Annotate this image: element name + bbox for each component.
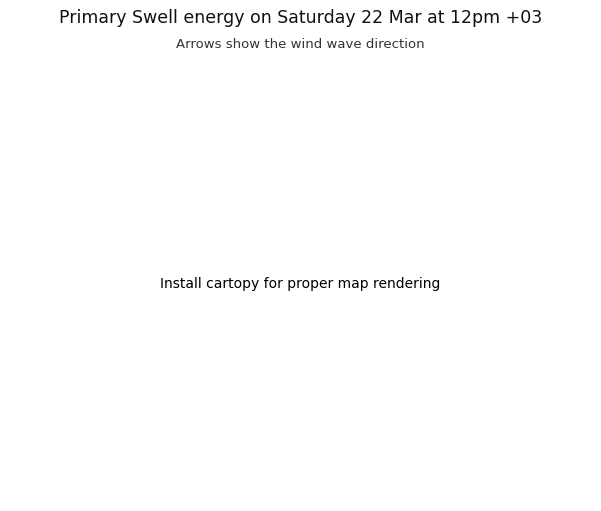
Text: Install cartopy for proper map rendering: Install cartopy for proper map rendering (160, 277, 441, 291)
Text: Arrows show the wind wave direction: Arrows show the wind wave direction (176, 38, 425, 51)
Text: Primary Swell energy on Saturday 22 Mar at 12pm +03: Primary Swell energy on Saturday 22 Mar … (59, 9, 542, 27)
